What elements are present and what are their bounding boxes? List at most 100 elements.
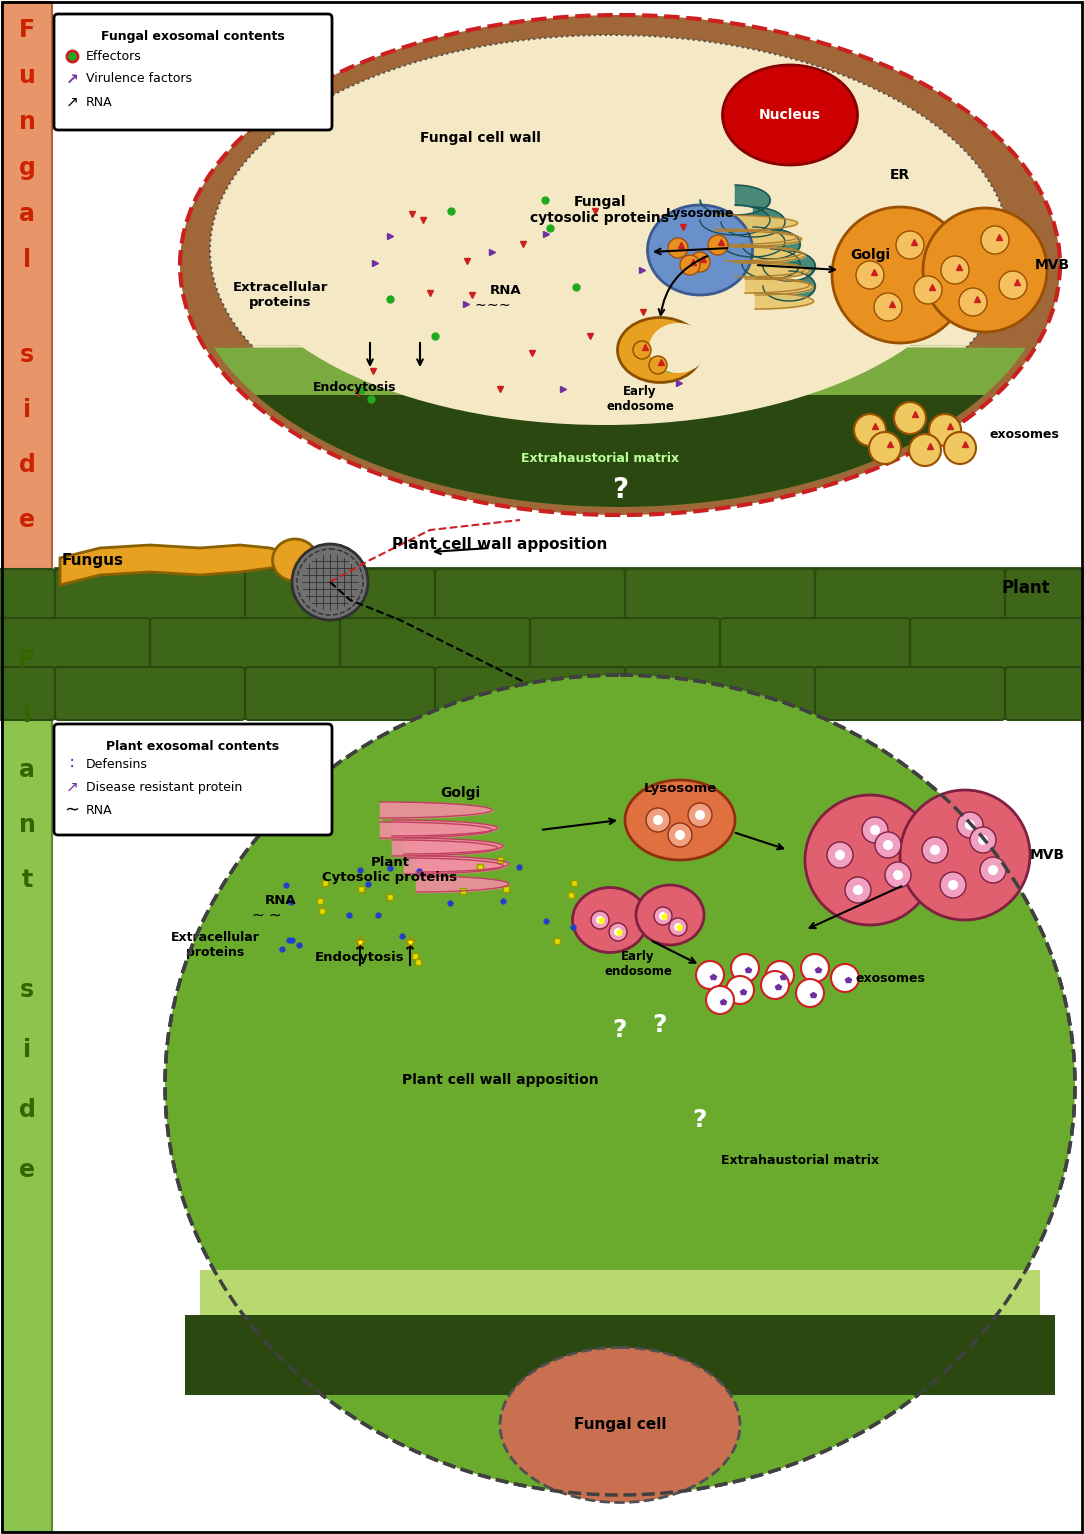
Bar	[201, 1270, 1040, 1315]
Text: n: n	[18, 813, 36, 838]
Ellipse shape	[180, 15, 1060, 515]
Text: Golgi: Golgi	[440, 785, 480, 801]
Text: ∼: ∼	[64, 801, 79, 819]
Ellipse shape	[649, 324, 707, 373]
Text: ∼: ∼	[499, 298, 509, 311]
Text: Plant cell wall apposition: Plant cell wall apposition	[392, 537, 608, 552]
FancyBboxPatch shape	[245, 569, 435, 621]
Text: Fungus: Fungus	[62, 552, 124, 568]
Text: a: a	[20, 758, 35, 782]
Circle shape	[980, 858, 1006, 884]
Circle shape	[940, 871, 966, 897]
FancyBboxPatch shape	[815, 569, 1005, 621]
Circle shape	[914, 276, 942, 304]
Circle shape	[948, 881, 958, 890]
Circle shape	[929, 414, 962, 446]
Text: u: u	[18, 64, 36, 87]
Circle shape	[981, 225, 1009, 255]
Text: Fungal
cytosolic proteins: Fungal cytosolic proteins	[530, 195, 670, 225]
Circle shape	[292, 545, 367, 620]
Text: Plant cell wall apposition: Plant cell wall apposition	[402, 1072, 598, 1088]
Text: ∶: ∶	[69, 755, 74, 773]
Circle shape	[909, 434, 941, 466]
FancyBboxPatch shape	[2, 634, 52, 1532]
Text: ↗: ↗	[66, 95, 78, 109]
Bar	[185, 1315, 1055, 1394]
FancyBboxPatch shape	[54, 724, 332, 834]
FancyBboxPatch shape	[435, 569, 625, 621]
Text: s: s	[20, 979, 34, 1002]
Text: Virulence factors: Virulence factors	[86, 72, 192, 86]
Ellipse shape	[210, 35, 1010, 465]
Text: RNA: RNA	[86, 804, 113, 816]
Ellipse shape	[500, 1347, 740, 1502]
Circle shape	[646, 808, 670, 831]
Text: s: s	[20, 344, 34, 367]
Text: RNA: RNA	[264, 893, 297, 907]
Text: ?: ?	[612, 476, 628, 505]
Text: Disease resistant protein: Disease resistant protein	[86, 781, 242, 793]
Circle shape	[896, 232, 924, 259]
Text: n: n	[18, 110, 36, 133]
Ellipse shape	[636, 885, 704, 945]
Text: d: d	[18, 1098, 36, 1121]
Text: Lysosome: Lysosome	[666, 207, 734, 219]
Text: Defensins: Defensins	[86, 758, 147, 770]
Text: ↗: ↗	[66, 779, 78, 795]
Text: Golgi: Golgi	[850, 249, 890, 262]
FancyBboxPatch shape	[1005, 569, 1084, 621]
Circle shape	[999, 272, 1027, 299]
Circle shape	[706, 986, 734, 1014]
FancyBboxPatch shape	[150, 618, 340, 670]
FancyBboxPatch shape	[0, 667, 55, 719]
Circle shape	[900, 790, 1030, 920]
Circle shape	[653, 815, 663, 825]
Circle shape	[856, 261, 883, 288]
Text: ∼: ∼	[251, 908, 264, 922]
Circle shape	[853, 885, 863, 894]
FancyBboxPatch shape	[0, 618, 150, 670]
Text: l: l	[23, 703, 31, 727]
Text: ?: ?	[653, 1012, 668, 1037]
Ellipse shape	[647, 206, 752, 295]
FancyBboxPatch shape	[55, 569, 245, 621]
Circle shape	[893, 870, 903, 881]
Circle shape	[668, 238, 688, 258]
Circle shape	[761, 971, 789, 999]
Text: ∼: ∼	[269, 908, 282, 922]
Text: Effectors: Effectors	[86, 49, 142, 63]
Polygon shape	[257, 394, 983, 506]
Polygon shape	[188, 345, 1051, 506]
Text: Early
endosome: Early endosome	[604, 950, 672, 979]
Text: Early
endosome: Early endosome	[606, 385, 674, 413]
Circle shape	[766, 960, 793, 989]
Circle shape	[862, 818, 888, 844]
Bar	[55, 568, 1080, 718]
Text: Endocytosis: Endocytosis	[315, 951, 404, 965]
Circle shape	[874, 293, 902, 321]
Circle shape	[959, 288, 988, 316]
Text: ?: ?	[693, 1108, 707, 1132]
Circle shape	[659, 913, 667, 920]
Circle shape	[695, 810, 705, 821]
Circle shape	[831, 963, 859, 992]
Text: e: e	[20, 1158, 35, 1183]
Ellipse shape	[230, 44, 980, 425]
FancyBboxPatch shape	[245, 667, 435, 719]
FancyBboxPatch shape	[1005, 667, 1084, 719]
Text: Fungal exosomal contents: Fungal exosomal contents	[101, 31, 285, 43]
Text: e: e	[20, 508, 35, 532]
Text: i: i	[23, 397, 31, 422]
Text: i: i	[23, 1039, 31, 1062]
Circle shape	[688, 802, 712, 827]
Text: a: a	[20, 202, 35, 225]
Text: Nucleus: Nucleus	[759, 107, 821, 123]
Circle shape	[970, 827, 996, 853]
FancyBboxPatch shape	[815, 667, 1005, 719]
Ellipse shape	[272, 538, 318, 581]
Circle shape	[675, 830, 685, 841]
Text: d: d	[18, 453, 36, 477]
Circle shape	[988, 865, 998, 874]
Circle shape	[827, 842, 853, 868]
Circle shape	[944, 433, 976, 463]
